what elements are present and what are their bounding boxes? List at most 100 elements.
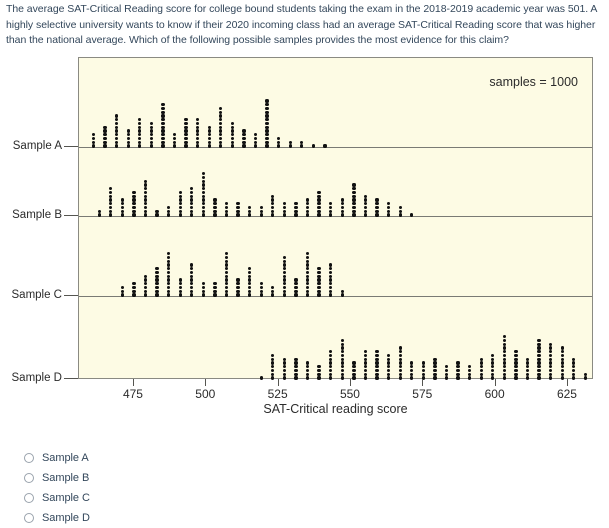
data-dot xyxy=(161,129,165,133)
data-dot xyxy=(340,376,344,380)
data-dot xyxy=(375,209,379,213)
data-dot xyxy=(329,293,333,297)
data-dot xyxy=(305,361,310,365)
data-dot xyxy=(195,118,200,122)
data-dot xyxy=(300,140,304,144)
data-dot xyxy=(282,255,287,260)
data-dot xyxy=(491,365,495,369)
data-dot xyxy=(444,365,449,369)
data-dot xyxy=(479,368,483,373)
data-dot xyxy=(386,368,391,373)
radio-icon-sample-b[interactable] xyxy=(24,472,34,483)
data-dot xyxy=(126,140,130,144)
data-dot xyxy=(294,202,298,206)
data-dot xyxy=(178,202,182,206)
choice-row-b[interactable]: Sample B xyxy=(14,468,274,487)
data-dot xyxy=(143,187,148,191)
data-dot xyxy=(259,282,263,286)
data-dot xyxy=(305,255,310,260)
data-dot xyxy=(525,372,530,376)
data-dot xyxy=(224,282,229,286)
data-dot xyxy=(190,263,194,267)
data-dot xyxy=(143,202,148,206)
data-dot xyxy=(467,372,472,376)
data-dot xyxy=(236,282,240,286)
data-dot xyxy=(537,350,541,354)
data-dot xyxy=(143,285,148,290)
data-dot xyxy=(248,209,252,213)
data-dot xyxy=(340,365,344,369)
radio-icon-sample-d[interactable] xyxy=(24,512,34,523)
data-dot xyxy=(248,289,252,293)
data-dot xyxy=(491,357,495,361)
data-dot xyxy=(224,263,229,267)
data-dot xyxy=(195,136,200,141)
data-dot xyxy=(537,357,541,361)
data-dot xyxy=(138,136,142,141)
data-dot xyxy=(242,133,246,137)
data-dot xyxy=(155,213,159,217)
data-dot xyxy=(537,361,541,365)
data-dot xyxy=(184,121,188,126)
data-dot xyxy=(248,293,252,297)
data-dot xyxy=(282,209,287,213)
data-dot xyxy=(132,194,136,198)
data-dot xyxy=(248,278,252,282)
data-dot xyxy=(282,361,287,365)
data-dot xyxy=(514,361,518,365)
data-dot xyxy=(502,361,506,365)
y-axis-labels: Sample A Sample B Sample C Sample D xyxy=(0,50,63,390)
data-dot xyxy=(207,133,211,137)
data-dot xyxy=(236,289,240,293)
data-dot xyxy=(201,187,206,191)
data-dot xyxy=(410,361,414,365)
data-dot xyxy=(525,376,530,380)
data-dot xyxy=(114,121,119,126)
data-dot xyxy=(329,267,333,271)
data-dot xyxy=(172,144,177,148)
data-dot xyxy=(138,125,142,129)
x-axis-tick xyxy=(349,379,351,386)
data-dot xyxy=(502,365,506,369)
data-dot xyxy=(444,368,449,373)
radio-icon-sample-c[interactable] xyxy=(24,492,34,503)
choice-label-d: Sample D xyxy=(42,511,90,524)
data-dot xyxy=(114,133,119,137)
data-dot xyxy=(305,267,310,271)
data-dot xyxy=(114,118,119,122)
data-dot xyxy=(363,365,368,369)
radio-icon-sample-a[interactable] xyxy=(24,452,34,463)
data-dot xyxy=(230,140,234,144)
data-dot xyxy=(190,274,194,278)
data-dot xyxy=(352,213,356,217)
data-dot xyxy=(138,144,142,148)
data-dot xyxy=(514,353,518,358)
data-dot xyxy=(305,368,310,373)
choice-row-c[interactable]: Sample C xyxy=(14,488,274,507)
choice-row-a[interactable]: Sample A xyxy=(14,448,274,467)
choice-row-d[interactable]: Sample D xyxy=(14,508,274,527)
data-dot xyxy=(363,213,368,217)
data-dot xyxy=(386,372,391,376)
data-dot xyxy=(537,342,541,346)
data-dot xyxy=(178,289,182,293)
data-dot xyxy=(230,133,234,137)
data-dot xyxy=(317,285,321,290)
data-dot xyxy=(467,376,472,380)
data-dot xyxy=(282,357,287,361)
data-dot xyxy=(167,282,171,286)
data-dot xyxy=(375,202,379,206)
data-dot xyxy=(109,198,113,202)
data-dot xyxy=(375,213,379,217)
data-dot xyxy=(138,140,142,144)
data-dot xyxy=(195,144,200,148)
data-dot xyxy=(190,198,194,202)
data-dot xyxy=(132,190,136,195)
data-dot xyxy=(265,129,269,133)
data-dot xyxy=(132,205,136,210)
samples-annotation: samples = 1000 xyxy=(489,75,578,89)
data-dot xyxy=(282,205,287,210)
data-dot xyxy=(282,263,287,267)
data-dot xyxy=(143,205,148,210)
data-dot xyxy=(548,342,553,346)
